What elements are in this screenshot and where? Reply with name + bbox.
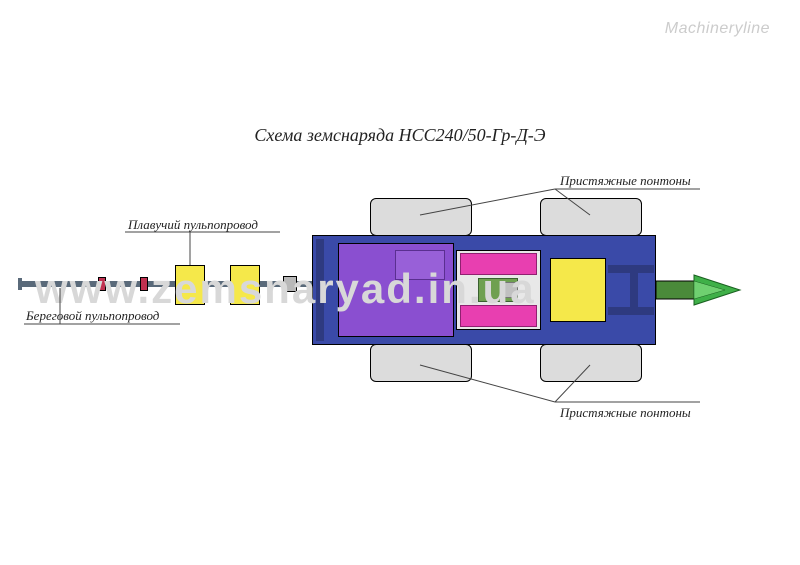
callout-lines	[0, 0, 800, 565]
